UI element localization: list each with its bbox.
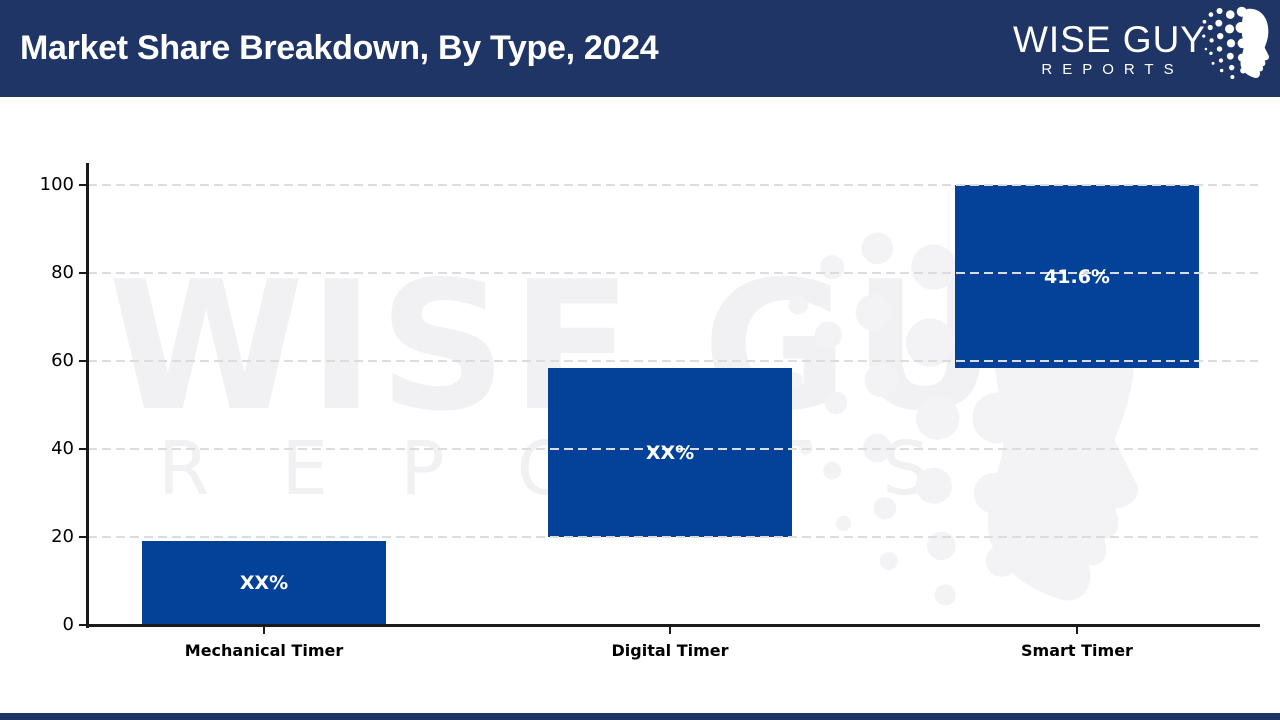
x-category-label: Digital Timer: [611, 641, 729, 660]
page-title: Market Share Breakdown, By Type, 2024: [20, 29, 659, 67]
chart-area: 0 20 40 60 80 100 XX% Mechanical Timer XX% Digita…: [0, 97, 1280, 713]
y-axis-tick: [79, 624, 88, 626]
x-category-label: Mechanical Timer: [184, 641, 344, 660]
y-axis-tick: [79, 536, 88, 538]
y-axis-tick: [79, 360, 88, 362]
y-axis-line: [86, 163, 89, 628]
bar-digital-timer: [548, 368, 792, 537]
y-tick-label: 80: [51, 262, 74, 283]
y-tick-label: 100: [39, 174, 74, 195]
brand-subname: REPORTS: [1041, 60, 1184, 78]
gridline: [88, 536, 1258, 538]
bar-mechanical-timer: [142, 540, 386, 625]
x-category-label: Smart Timer: [1021, 641, 1133, 660]
y-axis-tick: [79, 448, 88, 450]
gridline: [88, 184, 1258, 186]
y-tick-label: 40: [51, 438, 74, 459]
y-tick-label: 20: [51, 526, 74, 547]
x-axis-tick: [1076, 625, 1078, 634]
y-tick-label: 0: [62, 614, 74, 635]
bar-value-label: 41.6%: [1044, 265, 1110, 288]
bar-value-label: XX%: [645, 441, 695, 464]
dotted-head-icon: [1202, 6, 1270, 79]
brand-logo-text: WISE GUY REPORTS: [1013, 21, 1206, 77]
brand-logo: WISE GUY REPORTS: [1013, 6, 1280, 92]
bar-value-label: XX%: [239, 571, 289, 594]
footer-bar: [0, 713, 1280, 720]
gridline: [88, 360, 1258, 362]
y-axis-tick: [79, 272, 88, 274]
y-tick-label: 60: [51, 350, 74, 371]
y-axis-tick: [79, 184, 88, 186]
x-axis-tick: [263, 625, 265, 634]
header-bar: Market Share Breakdown, By Type, 2024 WI…: [0, 0, 1280, 97]
bar-smart-timer: [955, 185, 1199, 369]
gridline: [88, 272, 1258, 274]
gridline: [88, 448, 1258, 450]
x-axis-line: [86, 624, 1260, 627]
x-axis-tick: [669, 625, 671, 634]
brand-name: WISE GUY: [1012, 18, 1206, 60]
